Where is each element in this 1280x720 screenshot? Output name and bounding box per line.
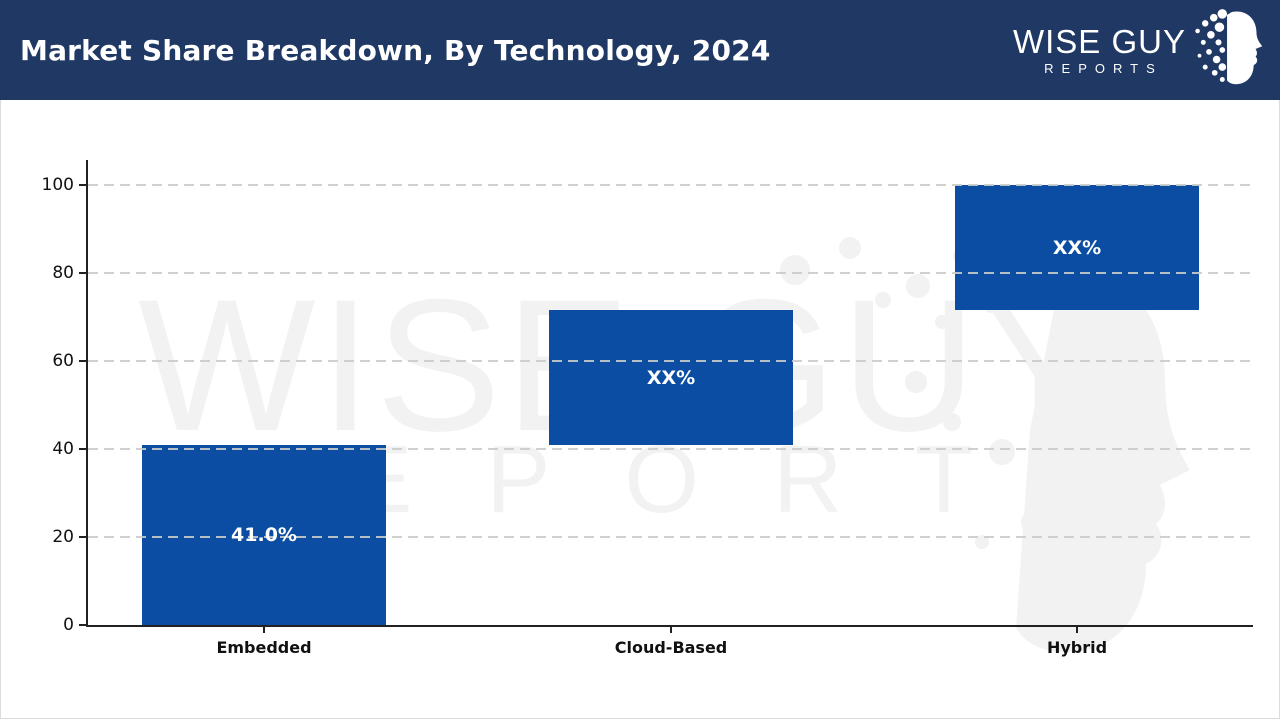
y-tick-40 (79, 448, 88, 450)
brand-subtitle: REPORTS (1044, 60, 1163, 76)
brand-logo: WISE GUY REPORTS (1013, 0, 1266, 100)
y-tick-label-20: 20 (52, 527, 74, 547)
gridline-100 (88, 184, 1253, 186)
bar-value-label-hybrid: XX% (1052, 236, 1102, 259)
y-tick-label-0: 0 (63, 615, 74, 635)
plot-area: 0 20 40 60 80 100 41.0% Embedded XX% Cloud-Based X… (42, 150, 1253, 657)
y-tick-label-60: 60 (52, 351, 74, 371)
brand-wordmark: WISE GUY REPORTS (1012, 22, 1186, 76)
y-tick-80 (79, 272, 88, 274)
y-tick-0 (79, 624, 88, 626)
x-tick-embedded (263, 625, 265, 633)
header-bar: Market Share Breakdown, By Technology, 2… (0, 0, 1280, 100)
gridline-80 (88, 272, 1253, 274)
x-tick-cloud-based (670, 625, 672, 633)
gridline-20 (88, 536, 1253, 538)
y-tick-label-80: 80 (52, 263, 74, 283)
page-title: Market Share Breakdown, By Technology, 2… (20, 33, 771, 67)
x-axis-line (86, 625, 1253, 627)
y-axis-line (86, 160, 88, 627)
y-tick-100 (79, 184, 88, 186)
bar-embedded (142, 444, 386, 625)
y-tick-60 (79, 360, 88, 362)
brand-name: WISE GUY (1012, 22, 1186, 60)
y-tick-label-100: 100 (41, 175, 74, 195)
face-profile-icon (1195, 9, 1263, 85)
bar-value-label-embedded: 41.0% (231, 523, 297, 546)
gridline-60 (88, 360, 1253, 362)
y-tick-20 (79, 536, 88, 538)
x-tick-label-hybrid: Hybrid (1046, 638, 1108, 657)
y-tick-label-40: 40 (52, 439, 74, 459)
gridline-40 (88, 448, 1253, 450)
bar-value-label-cloud-based: XX% (646, 366, 696, 389)
bar-cloud-based (549, 310, 793, 445)
x-tick-label-cloud-based: Cloud-Based (614, 638, 728, 657)
x-tick-label-embedded: Embedded (216, 638, 312, 657)
